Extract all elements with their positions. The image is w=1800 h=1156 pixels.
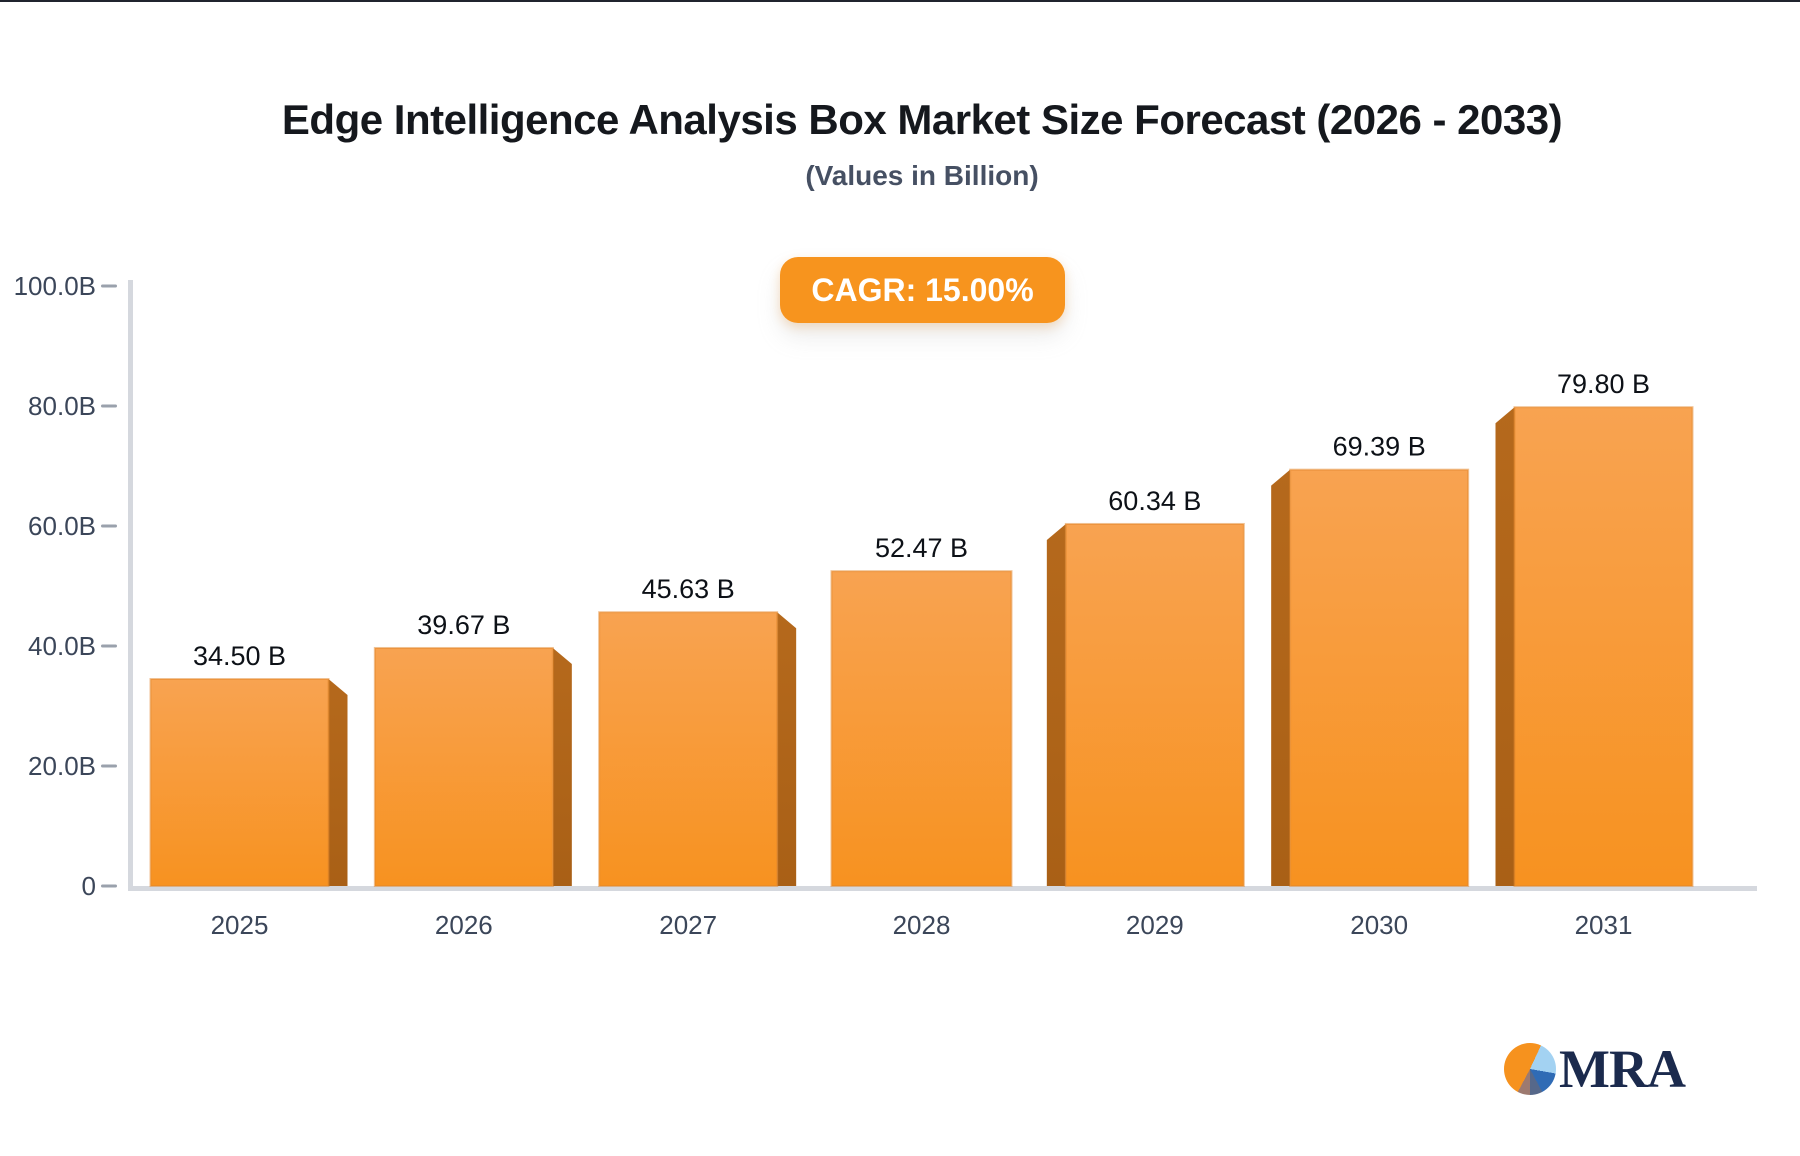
bar-side [1495, 407, 1515, 886]
y-tick [101, 884, 117, 888]
y-tick [101, 764, 117, 768]
bar-value-label: 45.63 B [642, 574, 735, 604]
bar-value-label: 60.34 B [1108, 486, 1201, 516]
y-tick [101, 284, 117, 288]
bar-2030 [1289, 468, 1470, 887]
x-tick-label: 2027 [659, 910, 717, 940]
y-tick-label: 20.0B [28, 751, 96, 781]
bar-value-label: 79.80 B [1557, 369, 1650, 399]
bar-2027 [598, 611, 779, 887]
y-tick-label: 0 [82, 871, 96, 901]
chart-subtitle: (Values in Billion) [805, 160, 1039, 191]
bar-value-label: 39.67 B [417, 610, 510, 640]
bar-2028 [830, 570, 1013, 887]
bar-value-label: 34.50 B [193, 641, 286, 671]
bar-2026 [373, 646, 554, 887]
x-tick-label: 2031 [1575, 910, 1633, 940]
y-tick-label: 60.0B [28, 511, 96, 541]
bar-2031 [1513, 406, 1694, 887]
logo-text: MRA [1559, 1039, 1686, 1099]
bar-side [552, 647, 572, 886]
bar-2025 [149, 678, 330, 887]
top-border [0, 0, 1800, 2]
bar-side [777, 612, 797, 886]
bar-side [1271, 469, 1291, 886]
x-tick-label: 2028 [893, 910, 951, 940]
y-tick [101, 404, 117, 408]
y-tick-label: 80.0B [28, 391, 96, 421]
x-tick-label: 2030 [1350, 910, 1408, 940]
logo: MRA [1504, 1039, 1686, 1099]
bar-2029 [1064, 522, 1245, 888]
y-axis-line [128, 280, 133, 891]
y-tick-label: 40.0B [28, 631, 96, 661]
bar-side [1046, 523, 1066, 886]
y-tick-label: 100.0B [14, 271, 96, 301]
x-tick-label: 2029 [1126, 910, 1184, 940]
y-tick [101, 524, 117, 528]
cagr-badge-label: CAGR: 15.00% [811, 271, 1034, 308]
cagr-badge: CAGR: 15.00% [780, 257, 1065, 323]
page-title: Edge Intelligence Analysis Box Market Si… [281, 96, 1563, 143]
x-tick-label: 2026 [435, 910, 493, 940]
x-tick-label: 2025 [211, 910, 269, 940]
y-tick [101, 644, 117, 648]
x-axis-line [128, 886, 1757, 891]
bar-value-label: 52.47 B [875, 533, 968, 563]
pie-chart-logo-icon [1504, 1043, 1556, 1095]
bar-value-label: 69.39 B [1333, 432, 1426, 462]
bar-side [328, 679, 348, 886]
